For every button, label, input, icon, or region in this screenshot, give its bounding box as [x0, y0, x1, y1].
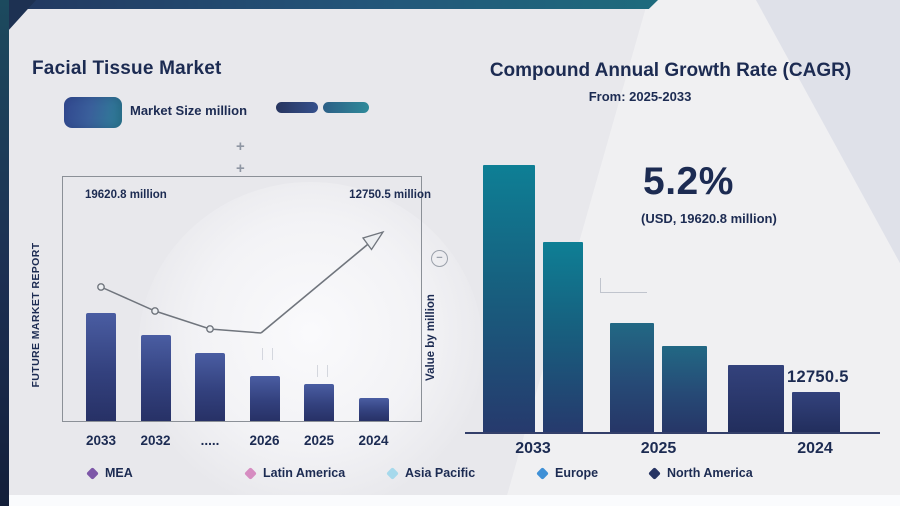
market-size-bar-2025 — [304, 384, 334, 421]
data-label-2024-value: 12750.5 — [787, 368, 849, 386]
left-bar-column: ..... — [182, 353, 238, 448]
circle-minus-icon: − — [431, 250, 448, 267]
x-axis-label-2033: 2033 — [515, 440, 551, 457]
cagr-bar-2025 — [610, 323, 654, 432]
decorative-bracket-icon — [600, 278, 647, 293]
left-bar-column: 2024 — [346, 398, 402, 448]
watermark-glyph-icon — [317, 365, 328, 377]
legend-label: Latin America — [263, 466, 346, 480]
region-legend: MEA Latin America Asia Pacific Europe North … — [0, 466, 900, 490]
cagr-subtitle: From: 2025-2033 — [588, 89, 692, 104]
left-bar-column: 2033 — [73, 313, 129, 448]
market-size-bar-2033 — [86, 313, 116, 421]
cagr-bar-2024 — [792, 392, 840, 432]
plus-icon: + — [236, 138, 245, 155]
legend-diamond-icon — [386, 466, 399, 480]
x-axis-label: 2026 — [249, 433, 280, 448]
legend-item-europe: Europe — [536, 466, 599, 480]
left-chart-bars: 2033 2032..... 2026 2025 2024 — [63, 177, 421, 448]
left-bar-column: 2032 — [128, 335, 184, 448]
legend-item-latin-america: Latin America — [244, 466, 346, 480]
legend-label: North America — [667, 466, 753, 480]
page-title: Facial Tissue Market — [32, 58, 222, 79]
legend-diamond-icon — [86, 466, 99, 480]
legend-label: MEA — [105, 466, 133, 480]
cagr-value: 5.2% — [643, 160, 734, 203]
x-axis-label: 2032 — [140, 433, 171, 448]
cagr-note: (USD, 19620.8 million) — [641, 211, 777, 226]
legend-item-mea: MEA — [86, 466, 133, 480]
right-chart: 2033 2025 2024 — [465, 158, 880, 457]
watermark-glyph-icon — [262, 348, 273, 360]
left-accent-bar — [0, 0, 9, 506]
top-accent-bar — [0, 0, 658, 9]
plus-icon: + — [236, 160, 245, 177]
left-chart: 19620.8 million 12750.5 million 2033 2032… — [62, 176, 431, 448]
x-axis-label-2025: 2025 — [640, 440, 677, 457]
decorative-dash-teal-icon — [323, 102, 369, 113]
y-axis-label: Value by million — [425, 294, 437, 381]
x-axis-label: 2024 — [358, 433, 389, 448]
cagr-bar-2033 — [543, 242, 583, 432]
cagr-title: Compound Annual Growth Rate (CAGR) — [489, 60, 852, 81]
left-bar-column: 2025 — [291, 384, 347, 448]
cagr-bar-2025 — [662, 346, 707, 432]
left-bar-column: 2026 — [237, 376, 293, 448]
legend-diamond-icon — [648, 466, 661, 480]
bar-group-2033 — [483, 165, 583, 432]
cagr-bar-2033 — [483, 165, 535, 432]
market-size-bar-2024 — [358, 398, 389, 421]
market-size-bar-2026 — [249, 376, 280, 421]
x-axis-label-2024: 2024 — [797, 440, 833, 457]
bottom-accent-bar — [9, 495, 900, 506]
trend-arrow — [97, 230, 385, 334]
decorative-dash-navy-icon — [276, 102, 318, 113]
background-blob — [138, 182, 483, 506]
legend-item-north-america: North America — [648, 466, 753, 480]
legend-item-asia-pacific: Asia Pacific — [386, 466, 476, 480]
future-market-report-watermark: FUTURE MARKET REPORT — [30, 242, 42, 388]
market-size-bar-2032 — [140, 335, 171, 421]
market-size-legend-swatch-icon — [64, 97, 122, 128]
x-axis-label: 2025 — [303, 433, 335, 448]
legend-diamond-icon — [244, 466, 257, 480]
annotation-2024-value: 12750.5 million — [349, 189, 431, 201]
x-axis-label: 2033 — [85, 433, 117, 448]
x-axis-label: ..... — [200, 433, 220, 448]
legend-label: Europe — [555, 466, 599, 480]
legend-diamond-icon — [536, 466, 549, 480]
bar-group-2024 — [728, 365, 840, 432]
cagr-bar-2024 — [728, 365, 784, 432]
market-size-bar-..... — [195, 353, 225, 421]
bar-group-2025 — [610, 323, 707, 432]
annotation-2033-value: 19620.8 million — [85, 189, 167, 201]
market-size-legend-label: Market Size million — [130, 103, 248, 118]
legend-label: Asia Pacific — [405, 466, 476, 480]
